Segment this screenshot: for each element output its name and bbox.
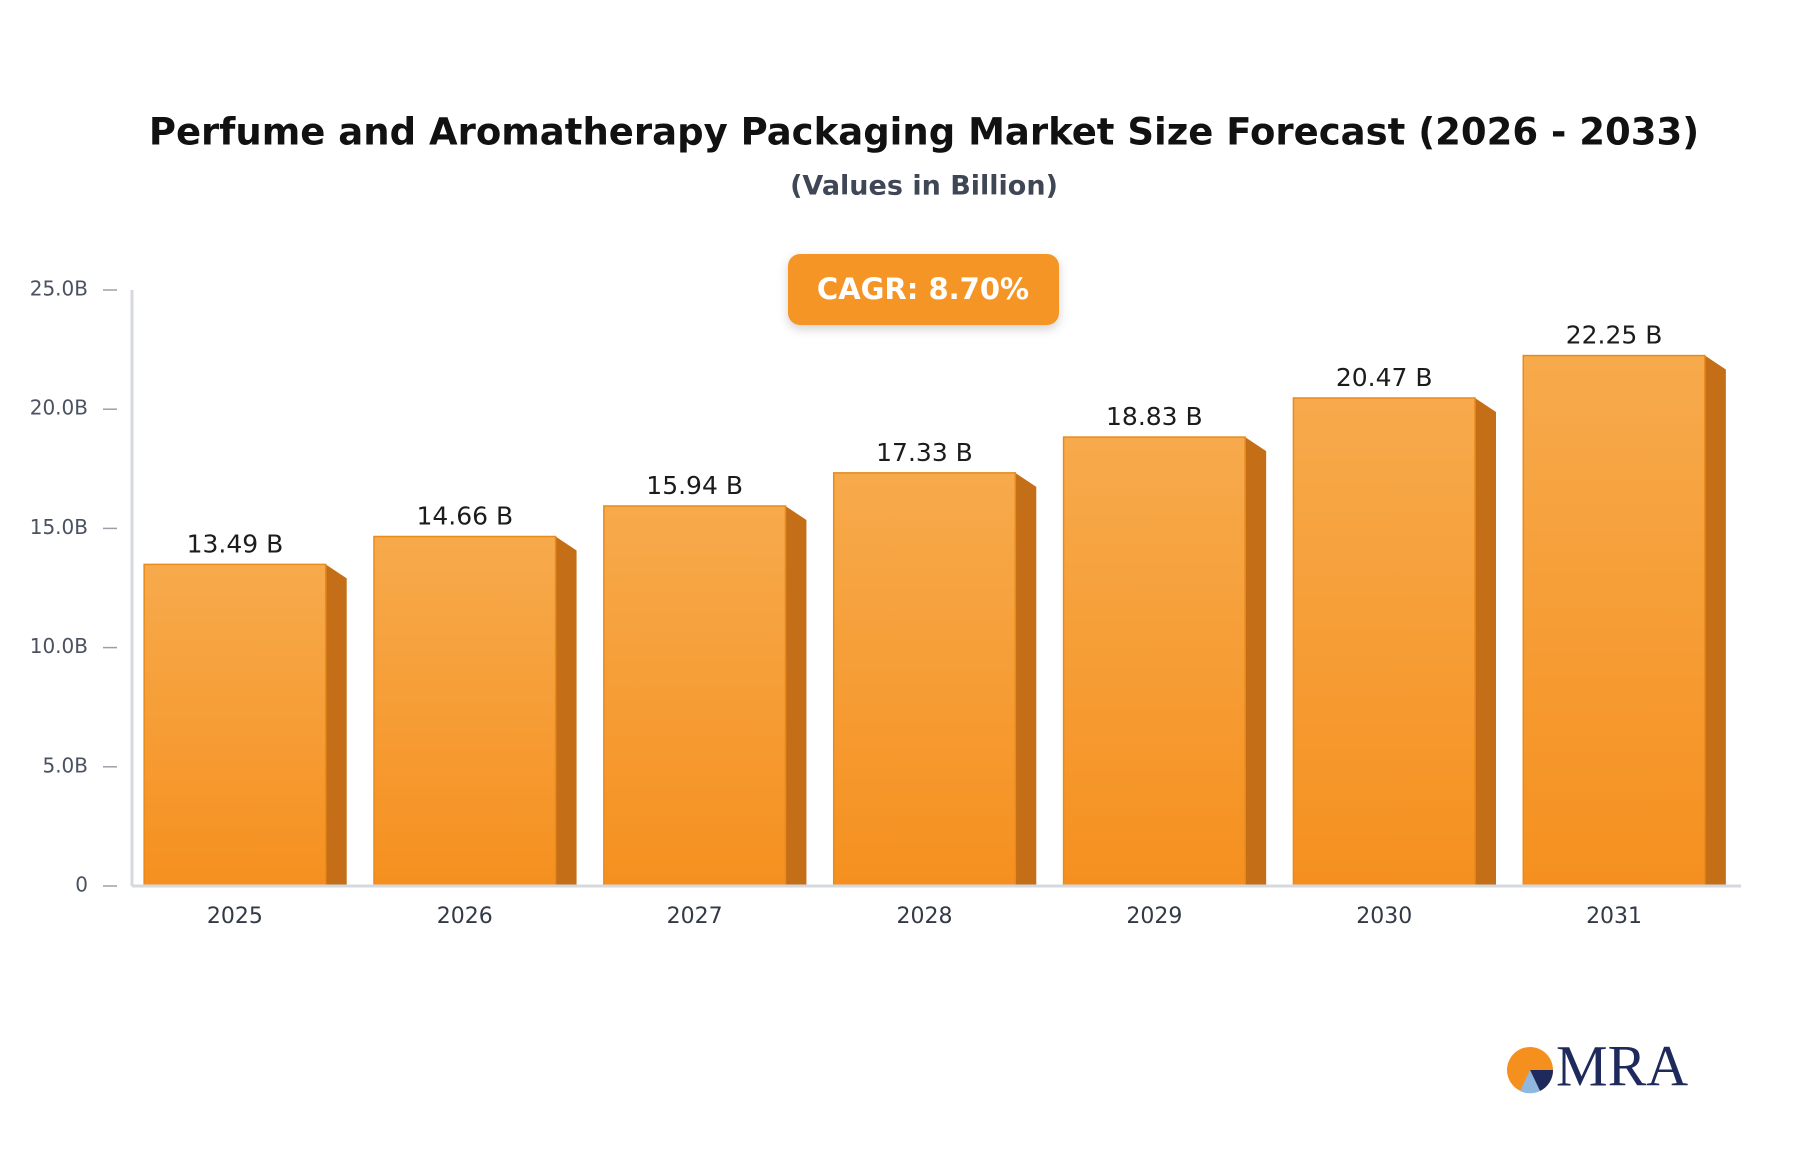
bar (1062, 436, 1246, 887)
bar (603, 505, 787, 887)
logo-icon-slice (1520, 1070, 1540, 1094)
y-tick-label: 25.0B (30, 277, 88, 301)
chart-title: Perfume and Aromatherapy Packaging Marke… (149, 111, 1699, 154)
value-label: 20.47 B (1336, 363, 1433, 392)
bar (832, 472, 1017, 887)
bar-side (325, 564, 347, 886)
bar (1522, 354, 1706, 887)
bar (1292, 397, 1476, 887)
y-tick-label: 10.0B (30, 634, 88, 658)
logo-icon-slice (1530, 1070, 1554, 1091)
value-label: 18.83 B (1106, 402, 1203, 431)
value-label: 14.66 B (416, 502, 513, 531)
chart-subtitle: (Values in Billion) (790, 171, 1058, 202)
bar-side (1245, 437, 1267, 886)
logo-text: MRA (1556, 1033, 1688, 1098)
cagr-badge (788, 254, 1059, 325)
cagr-text: CAGR: 8.70% (817, 272, 1029, 306)
x-tick-label: 2027 (667, 904, 723, 929)
y-tick-label: 5.0B (42, 753, 88, 777)
x-tick-label: 2028 (897, 904, 953, 929)
value-label: 22.25 B (1566, 321, 1663, 350)
value-label: 15.94 B (646, 471, 743, 500)
bar (373, 535, 557, 887)
bar-side (555, 536, 577, 886)
x-tick-label: 2029 (1126, 904, 1182, 929)
x-tick-label: 2030 (1356, 904, 1412, 929)
value-label: 13.49 B (187, 529, 284, 558)
logo: MRA (1507, 1033, 1688, 1098)
value-label: 17.33 B (876, 438, 973, 467)
bar-side (1015, 472, 1037, 886)
bar (143, 563, 327, 887)
y-tick-label: 0 (75, 873, 88, 897)
y-tick-label: 20.0B (30, 396, 88, 420)
bar-side (785, 505, 807, 886)
x-tick-label: 2025 (207, 904, 263, 929)
bar-side (1704, 355, 1726, 886)
bar-side (1475, 397, 1497, 886)
y-tick-label: 15.0B (30, 515, 88, 539)
x-tick-label: 2031 (1586, 904, 1642, 929)
x-tick-label: 2026 (437, 904, 493, 929)
